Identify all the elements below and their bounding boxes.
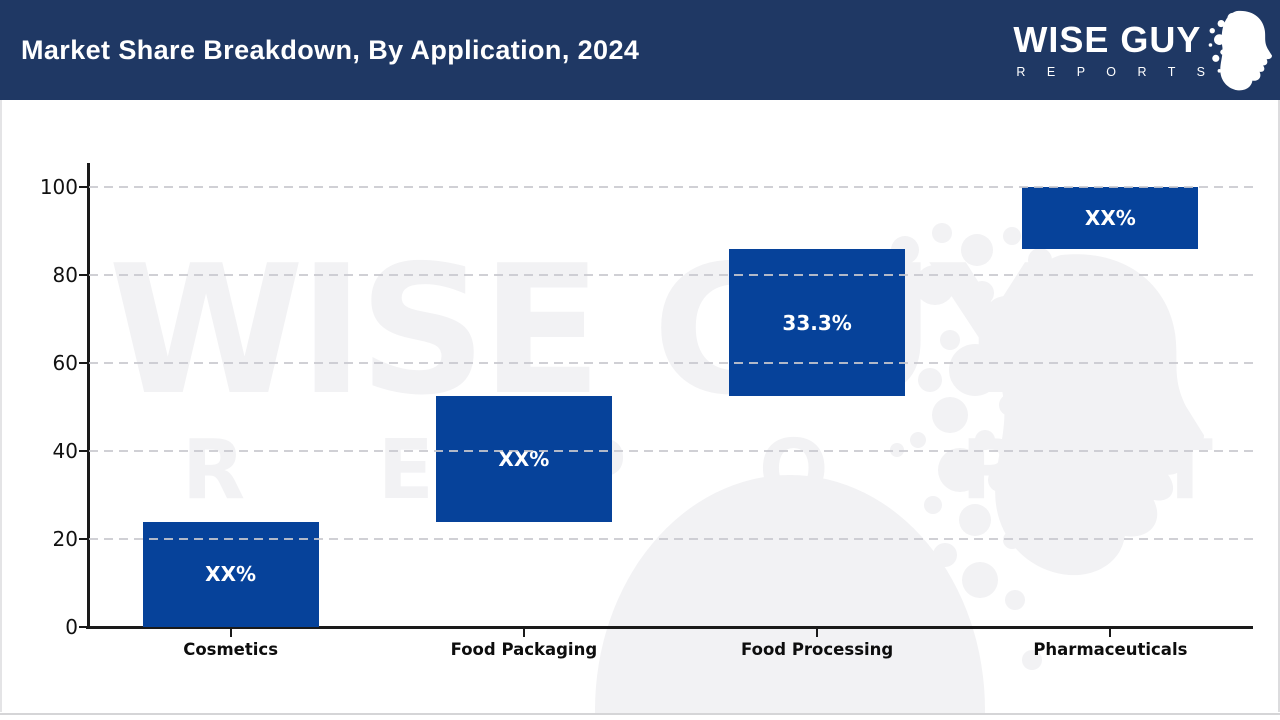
- y-axis-tick: [79, 362, 88, 364]
- gridline: [89, 274, 1253, 276]
- y-tick-label: 60: [52, 351, 78, 375]
- y-tick-label: 40: [52, 439, 78, 463]
- wiseguy-logo: WISE GUY R E P O R T S: [1013, 6, 1272, 98]
- gridline: [89, 362, 1253, 364]
- x-tick-label: Food Packaging: [450, 640, 598, 659]
- wiseguy-logo-subtext: R E P O R T S: [1016, 65, 1214, 79]
- wiseguy-head-watermark: [595, 223, 1204, 714]
- bar-value-label: 33.3%: [782, 310, 852, 335]
- page-title: Market Share Breakdown, By Application, …: [21, 35, 640, 65]
- y-axis-line: [87, 163, 90, 629]
- bar-segment: 33.3%: [729, 249, 906, 396]
- y-axis-tick: [79, 450, 88, 452]
- wiseguy-logo-text: WISE GUY R E P O R T S: [1013, 19, 1214, 80]
- y-axis-tick: [79, 626, 88, 628]
- x-axis-tick: [229, 628, 232, 637]
- gridline: [89, 450, 1253, 452]
- x-axis-tick: [816, 628, 819, 637]
- bar-segment: XX%: [435, 396, 612, 522]
- y-axis-tick: [79, 186, 88, 188]
- bar-value-label: XX%: [205, 562, 257, 587]
- bar-value-label: XX%: [1084, 206, 1136, 231]
- wiseguy-logo-head-icon: [1208, 10, 1272, 91]
- wiseguy-logo-wordmark: WISE GUY: [1013, 19, 1202, 60]
- footer-divider: [0, 713, 1280, 715]
- gridline: [89, 538, 1253, 540]
- y-tick-label: 20: [52, 527, 78, 551]
- x-axis-line: [86, 626, 1253, 629]
- y-axis-tick: [79, 538, 88, 540]
- x-tick-label: Food Processing: [741, 640, 894, 659]
- x-tick-label: Cosmetics: [183, 640, 279, 659]
- y-tick-label: 0: [65, 615, 78, 639]
- report-header: Market Share Breakdown, By Application, …: [0, 0, 1280, 100]
- x-axis-tick: [522, 628, 525, 637]
- y-axis-tick: [79, 274, 88, 276]
- x-axis-tick: [1109, 628, 1112, 637]
- gridline: [89, 186, 1253, 188]
- x-tick-label: Pharmaceuticals: [1033, 640, 1188, 659]
- y-tick-label: 100: [39, 175, 78, 199]
- y-tick-label: 80: [52, 263, 78, 287]
- bar-segment: XX%: [1022, 187, 1199, 250]
